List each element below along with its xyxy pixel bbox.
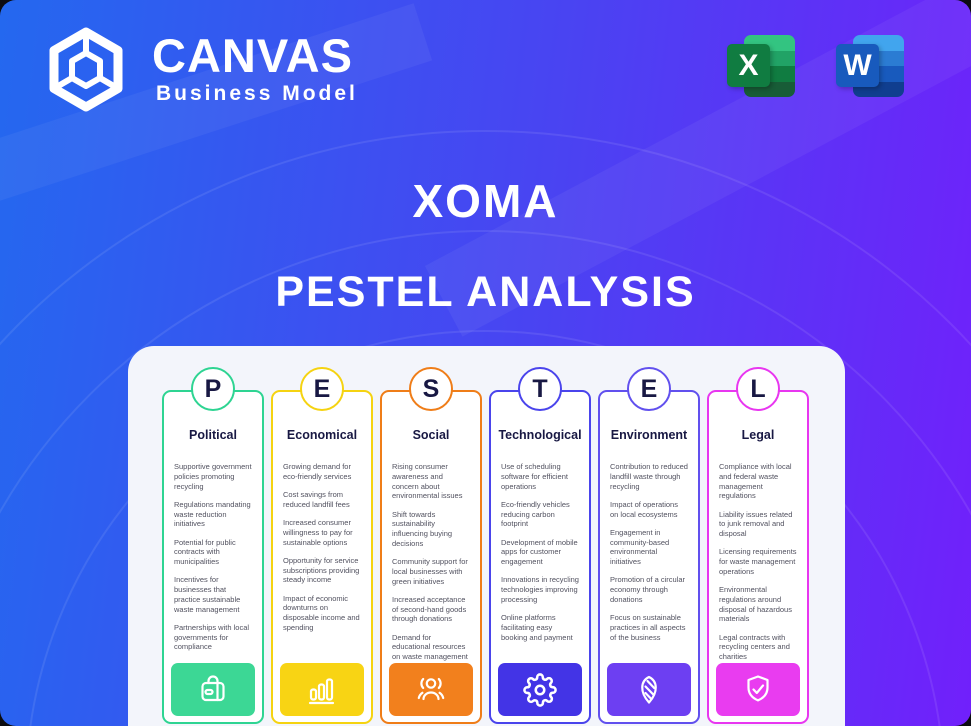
shield-check-icon (716, 663, 800, 716)
card-title-legal: Legal (741, 428, 775, 442)
card-legal: L Legal Compliance with local and federa… (707, 367, 809, 724)
list-item: Incentives for businesses that practice … (174, 575, 241, 614)
canvas-logo-icon (46, 26, 126, 119)
pestel-cards-row: P Political Supportive government polici… (162, 367, 809, 724)
list-item: Environmental regulations around disposa… (719, 585, 792, 624)
list-item: Increased consumer willingness to pay fo… (283, 518, 353, 547)
letter-badge-e2: E (627, 367, 671, 411)
word-letter-tile: W (836, 44, 879, 87)
list-item: Contribution to reduced landfill waste t… (610, 462, 688, 491)
list-item: Development of mobile apps for customer … (501, 537, 578, 567)
pestel-panel: P Political Supportive government polici… (128, 346, 845, 726)
list-item: Shift towards sustainability influencing… (392, 509, 453, 548)
card-title-social: Social (412, 428, 450, 442)
card-items-social: Rising consumer awareness and concern ab… (382, 462, 480, 672)
excel-icon[interactable]: X (727, 31, 797, 101)
leaf-icon (607, 663, 691, 716)
card-environment: E Environment Contribution to reduced la… (598, 367, 700, 724)
list-item: Impact of economic downturns on disposab… (283, 593, 360, 632)
list-item: Increased acceptance of second-hand good… (392, 594, 467, 624)
list-item: Eco-friendly vehicles reducing carbon fo… (501, 499, 570, 529)
card-items-legal: Compliance with local and federal waste … (709, 462, 807, 662)
letter-badge-e1: E (300, 367, 344, 411)
card-title-economical: Economical (286, 428, 358, 442)
people-icon (389, 663, 473, 716)
list-item: Compliance with local and federal waste … (719, 462, 792, 501)
list-item: Legal contracts with recycling centers a… (719, 632, 790, 662)
card-items-technological: Use of scheduling software for efficient… (491, 462, 589, 642)
list-item: Regulations mandating waste reduction in… (174, 499, 251, 529)
company-title: XOMA (412, 175, 559, 227)
briefcase-icon (171, 663, 255, 716)
letter-badge-p: P (191, 367, 235, 411)
gear-icon (498, 663, 582, 716)
word-icon[interactable]: W (836, 31, 906, 101)
card-items-economical: Growing demand for eco-friendly services… (273, 462, 371, 633)
list-item: Innovations in recycling technologies im… (501, 575, 579, 604)
list-item: Online platforms facilitating easy booki… (501, 613, 573, 642)
card-technological: T Technological Use of scheduling softwa… (489, 367, 591, 724)
card-items-political: Supportive government policies promoting… (164, 462, 262, 652)
letter-badge-s: S (409, 367, 453, 411)
list-item: Promotion of a circular economy through … (610, 575, 686, 604)
letter-badge-t: T (518, 367, 562, 411)
list-item: Potential for public contracts with muni… (174, 537, 236, 567)
list-item: Engagement in community-based environmen… (610, 527, 670, 566)
brand-tagline: Business Model (156, 82, 358, 105)
list-item: Opportunity for service subscriptions pr… (283, 555, 360, 585)
excel-letter-tile: X (727, 44, 770, 87)
card-political: P Political Supportive government polici… (162, 367, 264, 724)
analysis-title: PESTEL ANALYSIS (275, 268, 696, 316)
list-item: Partnerships with local governments for … (174, 622, 250, 652)
card-social: S Social Rising consumer awareness and c… (380, 367, 482, 724)
card-title-technological: Technological (498, 428, 582, 442)
list-item: Growing demand for eco-friendly services (283, 462, 352, 481)
list-item: Cost savings from reduced landfill fees (283, 490, 350, 509)
card-items-environment: Contribution to reduced landfill waste t… (600, 462, 698, 642)
list-item: Liability issues related to junk removal… (719, 509, 793, 539)
bar-chart-icon (280, 663, 364, 716)
list-item: Supportive government policies promoting… (174, 462, 252, 491)
list-item: Focus on sustainable practices in all as… (610, 613, 686, 642)
list-item: Community support for local businesses w… (392, 557, 468, 586)
list-item: Use of scheduling software for efficient… (501, 462, 568, 491)
card-title-political: Political (189, 428, 237, 442)
card-title-environment: Environment (610, 428, 688, 442)
letter-badge-l: L (736, 367, 780, 411)
brand-name: CANVAS (152, 29, 353, 82)
list-item: Rising consumer awareness and concern ab… (392, 462, 463, 501)
ring-decoration (0, 130, 971, 726)
list-item: Licensing requirements for waste managem… (719, 547, 797, 576)
list-item: Impact of operations on local ecosystems (610, 499, 678, 519)
card-economical: E Economical Growing demand for eco-frie… (271, 367, 373, 724)
